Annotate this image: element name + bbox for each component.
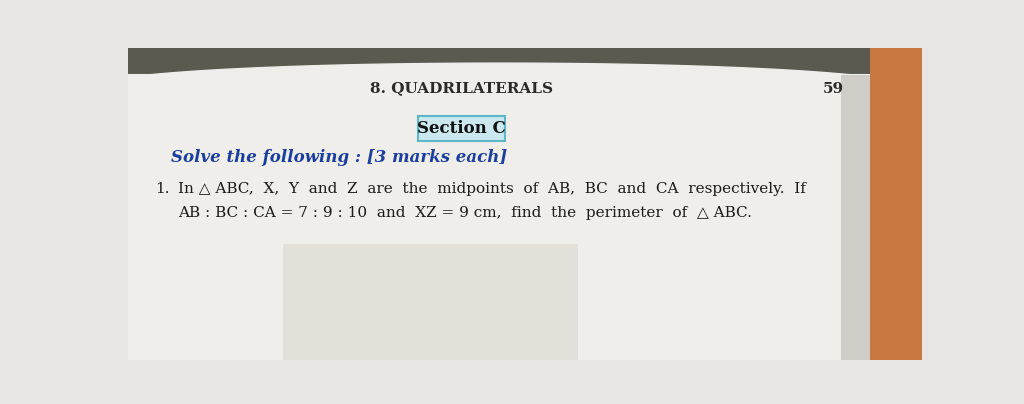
- Bar: [841, 75, 872, 360]
- Text: AB : BC : CA = 7 : 9 : 10  and  XZ = 9 cm,  find  the  perimeter  of  △ ABC.: AB : BC : CA = 7 : 9 : 10 and XZ = 9 cm,…: [178, 206, 753, 220]
- Text: 59: 59: [822, 82, 844, 95]
- Bar: [128, 48, 922, 87]
- Text: Section C: Section C: [417, 120, 506, 137]
- Text: Solve the following : [3 marks each]: Solve the following : [3 marks each]: [171, 149, 507, 166]
- Bar: [128, 78, 922, 98]
- FancyBboxPatch shape: [418, 116, 505, 141]
- Bar: [283, 244, 578, 360]
- Text: 1.: 1.: [155, 182, 170, 196]
- Bar: [870, 48, 922, 360]
- Text: In △ ABC,  X,  Y  and  Z  are  the  midpoints  of  AB,  BC  and  CA  respectivel: In △ ABC, X, Y and Z are the midpoints o…: [178, 182, 806, 196]
- Text: 8. QUADRILATERALS: 8. QUADRILATERALS: [370, 82, 553, 95]
- Polygon shape: [97, 63, 903, 86]
